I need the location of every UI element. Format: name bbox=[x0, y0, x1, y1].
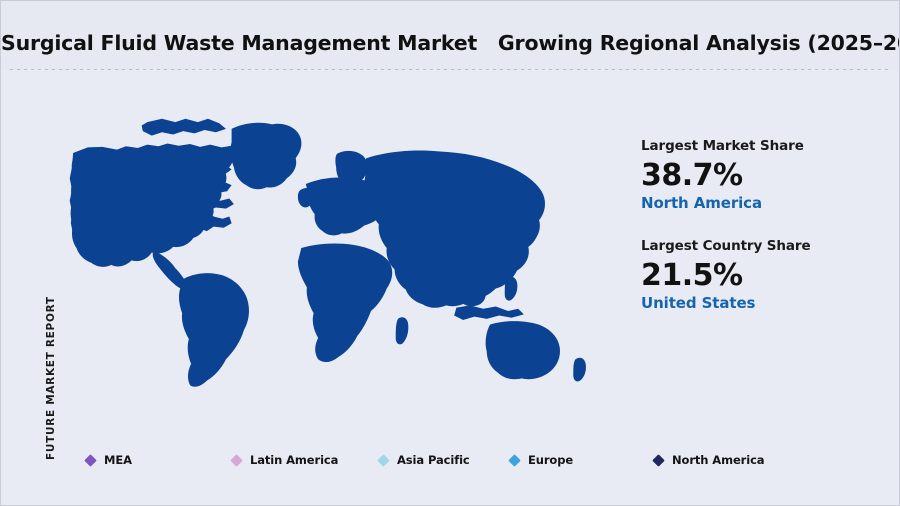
usa-canada-landmass bbox=[70, 146, 234, 267]
stat-largest-market-share: Largest Market Share 38.7% North America bbox=[641, 138, 876, 212]
map-landmasses bbox=[69, 118, 586, 387]
asia-landmass bbox=[363, 150, 546, 308]
stat-region: North America bbox=[641, 193, 762, 212]
legend-marker-icon bbox=[508, 453, 521, 467]
new-zealand-landmass bbox=[573, 357, 586, 382]
legend-marker-icon bbox=[377, 453, 390, 467]
legend-marker-icon bbox=[84, 453, 97, 467]
legend-label: Europe bbox=[528, 453, 574, 467]
australia-landmass bbox=[485, 321, 560, 380]
statistics-panel: Largest Market Share 38.7% North America… bbox=[641, 138, 876, 338]
stat-label: Largest Market Share bbox=[641, 138, 804, 154]
greenland-landmass bbox=[230, 122, 302, 190]
legend-item-asia-pacific: Asia Pacific bbox=[377, 448, 470, 472]
body-panel: FUTURE MARKET REPORT bbox=[1, 70, 899, 505]
arabia-landmass bbox=[386, 237, 419, 270]
legend-marker-icon bbox=[230, 453, 243, 467]
map-legend: MEA Latin America Asia Pacific Europe No… bbox=[84, 448, 786, 472]
legend-label: Latin America bbox=[250, 453, 339, 467]
vertical-brand-text: FUTURE MARKET REPORT bbox=[45, 296, 57, 460]
legend-item-north-america: North America bbox=[652, 448, 765, 472]
legend-marker-icon bbox=[652, 453, 665, 467]
page-title: Surgical Fluid Waste Management Market G… bbox=[1, 31, 900, 55]
world-map bbox=[63, 92, 625, 422]
africa-landmass bbox=[297, 243, 393, 363]
india-landmass bbox=[424, 250, 458, 302]
british-isles bbox=[297, 187, 314, 208]
stat-largest-country-share: Largest Country Share 21.5% United State… bbox=[641, 238, 876, 312]
stat-label: Largest Country Share bbox=[641, 237, 811, 254]
central-america-landmass bbox=[152, 252, 189, 289]
stat-value: 21.5% bbox=[641, 257, 743, 293]
legend-item-latin-america: Latin America bbox=[230, 448, 339, 472]
legend-label: North America bbox=[672, 453, 765, 467]
world-map-svg bbox=[69, 118, 586, 387]
legend-item-mea: MEA bbox=[84, 448, 132, 472]
stat-value: 38.7% bbox=[641, 158, 743, 193]
arctic-islands bbox=[141, 118, 226, 136]
vertical-brand-label: FUTURE MARKET REPORT bbox=[27, 230, 57, 460]
southeast-asia-landmass bbox=[458, 281, 486, 307]
stat-region: United States bbox=[641, 293, 756, 312]
legend-label: MEA bbox=[104, 453, 132, 467]
japan-landmass bbox=[527, 216, 540, 242]
indonesia-islands bbox=[454, 305, 524, 320]
legend-label: Asia Pacific bbox=[397, 453, 470, 467]
legend-item-europe: Europe bbox=[508, 448, 574, 472]
header: Surgical Fluid Waste Management Market G… bbox=[1, 1, 900, 71]
south-america-landmass bbox=[178, 273, 249, 387]
philippines-islands bbox=[504, 276, 518, 301]
madagascar-landmass bbox=[395, 317, 409, 345]
scandinavia-landmass bbox=[335, 150, 368, 186]
